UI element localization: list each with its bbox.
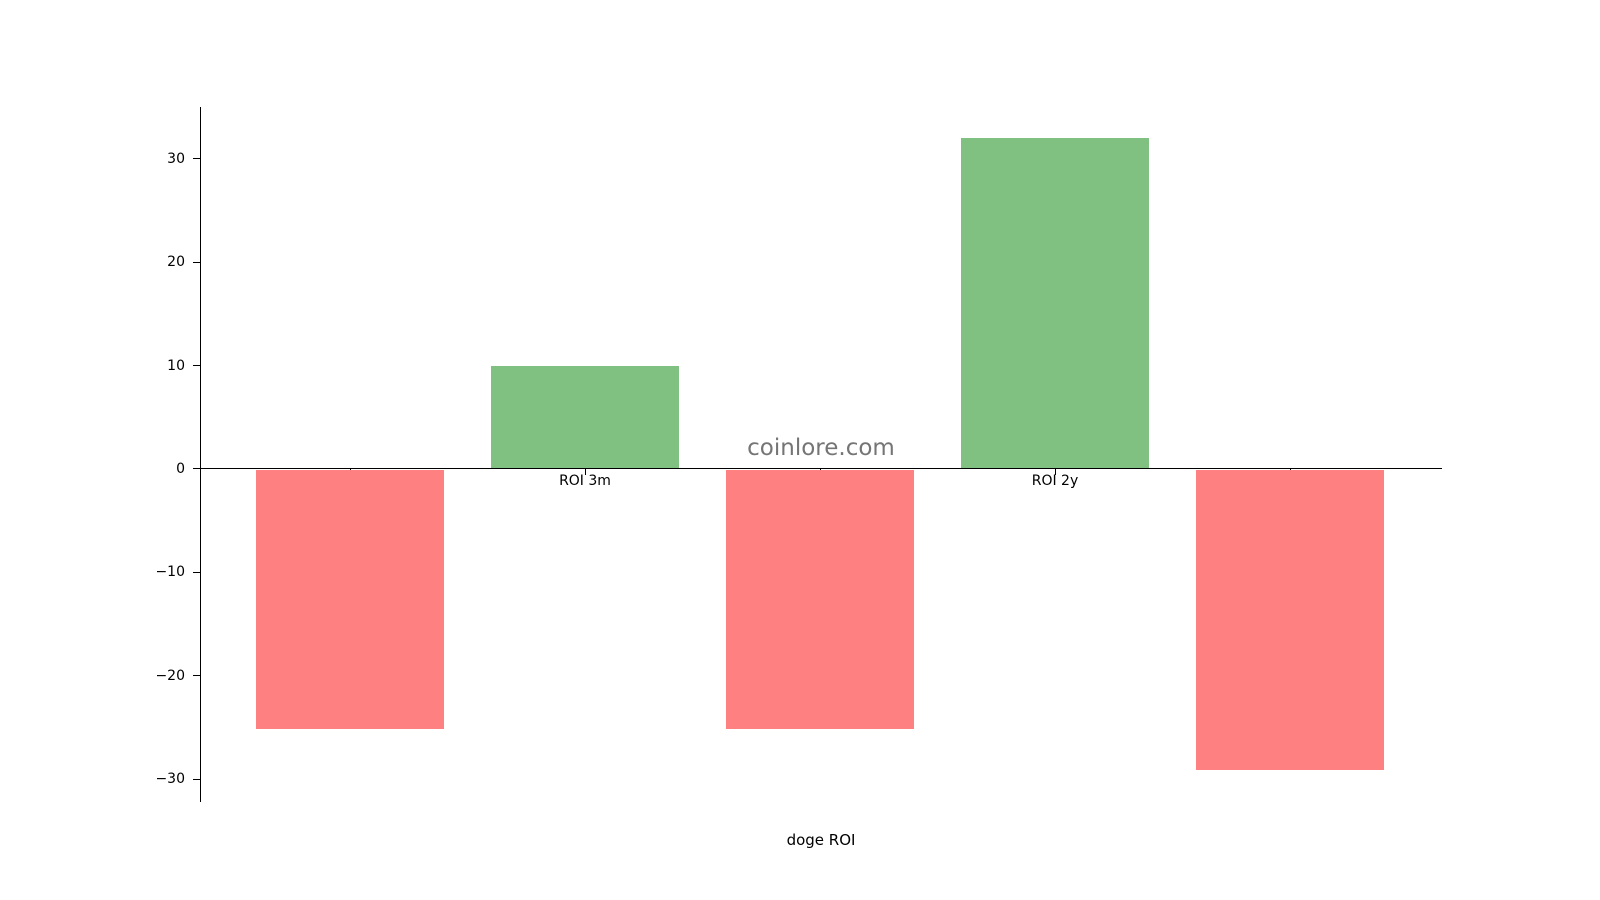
x-tick-mark [584, 468, 586, 475]
y-axis-line [200, 107, 201, 802]
roi-bar [256, 469, 444, 729]
x-axis-title: doge ROI [786, 831, 856, 849]
y-tick-label: −20 [155, 667, 185, 684]
y-tick-label: 30 [167, 150, 185, 167]
y-tick-label: 10 [167, 357, 185, 374]
y-tick-label: −30 [155, 771, 185, 788]
x-tick-mark [1054, 468, 1056, 475]
y-tick-mark [193, 261, 200, 263]
x-axis-line [200, 468, 1442, 470]
y-tick-mark [193, 365, 200, 367]
y-tick-label: −10 [155, 564, 185, 581]
y-tick-mark [193, 468, 200, 470]
y-tick-mark [193, 158, 200, 160]
x-tick-label: ROI 2y [1031, 472, 1079, 489]
coinlore-watermark: coinlore.com [747, 435, 895, 461]
y-tick-mark [193, 571, 200, 573]
y-tick-label: 0 [176, 460, 185, 477]
y-tick-label: 20 [167, 254, 185, 271]
roi-bar [961, 138, 1149, 469]
x-tick-label: ROI 3m [559, 472, 611, 489]
y-tick-mark [193, 778, 200, 780]
roi-bar [1196, 469, 1384, 770]
y-tick-mark [193, 675, 200, 677]
roi-bar [726, 469, 914, 729]
roi-bar [491, 365, 679, 469]
